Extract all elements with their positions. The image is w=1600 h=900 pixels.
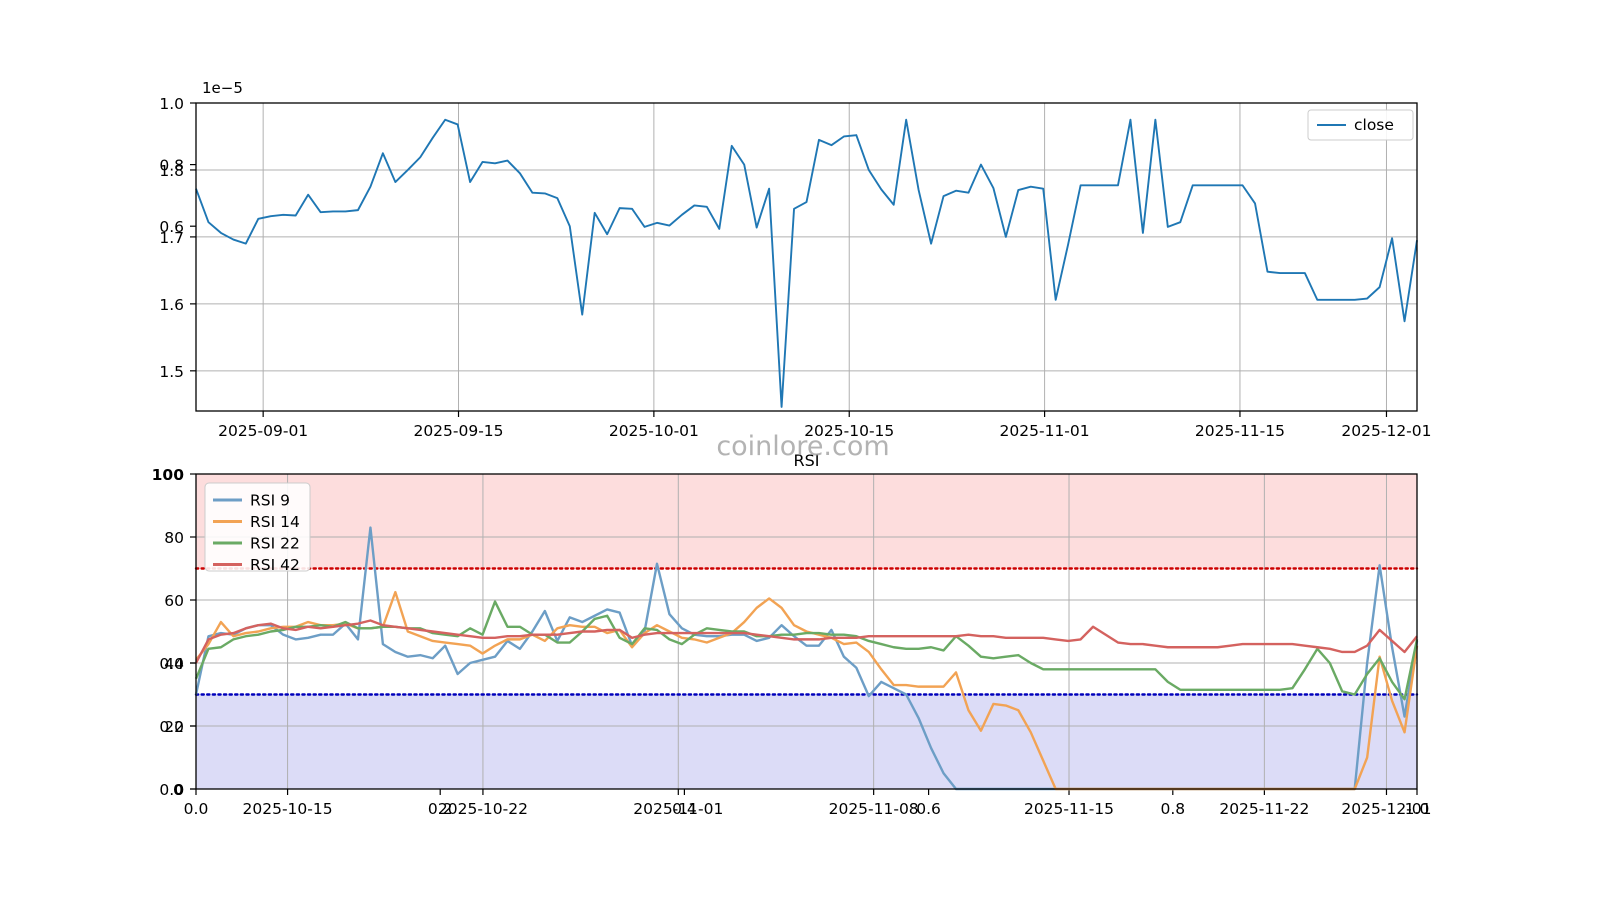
- rsi-legend-label: RSI 22: [250, 535, 300, 553]
- rsi-xtick-label: 2025-12-01: [1341, 800, 1431, 818]
- price-series-line: [195, 118, 1418, 408]
- price-axes-frame: [195, 102, 1418, 412]
- price-xtick-label: 2025-11-01: [1000, 422, 1090, 440]
- watermark-text: coinlore.com: [716, 431, 889, 462]
- rsi-xtick-label-secondary: 0.6: [916, 800, 941, 818]
- rsi-xtick-label: 2025-11-01: [633, 800, 723, 818]
- rsi-ytick-label-secondary: 0.2: [159, 718, 184, 736]
- price-xtick-label: 2025-09-01: [218, 422, 308, 440]
- rsi-xtick-label-secondary: 0.8: [1160, 800, 1185, 818]
- price-axis-offset-label: 1e−5: [202, 79, 243, 97]
- rsi-ytick-label-secondary: 0.4: [159, 655, 184, 673]
- price-xtick-label: 2025-10-15: [804, 422, 894, 440]
- rsi-xtick-label-secondary: 0.2: [428, 800, 453, 818]
- price-ytick-label: 1.6: [159, 296, 184, 314]
- price-xtick-label: 2025-09-15: [413, 422, 503, 440]
- rsi-ytick-label: 100: [152, 466, 185, 484]
- rsi-overbought-band: [196, 474, 1417, 569]
- price-panel: 1.8 1.7 1.6 1.5 1.0 0.8 0.6 2025-09-01 2025-09-1…: [159, 79, 1431, 440]
- rsi-panel: 100 80 60 40 20 0 0.4 0.2 0.0 2025-10-15 2025-10-2…: [152, 451, 1432, 818]
- rsi-ytick-label: 80: [164, 529, 184, 547]
- rsi-legend-label: RSI 9: [250, 492, 290, 510]
- rsi-ytick-label: 60: [164, 592, 184, 610]
- rsi-axes-frame: [195, 473, 1418, 790]
- rsi-legend-label: RSI 42: [250, 556, 300, 574]
- rsi-legend-label: RSI 14: [250, 513, 300, 531]
- price-xtick-label: 2025-12-01: [1341, 422, 1431, 440]
- rsi-oversold-band: [196, 694, 1417, 789]
- price-xtick-label: 2025-11-15: [1195, 422, 1285, 440]
- price-ytick-label: 1.5: [159, 363, 184, 381]
- rsi-xtick-label: 2025-10-15: [243, 800, 333, 818]
- price-xtick-label: 2025-10-01: [609, 422, 699, 440]
- price-ytick-label-secondary: 0.6: [159, 218, 184, 236]
- rsi-xtick-label-secondary: 0.4: [672, 800, 697, 818]
- rsi-xtick-label: 2025-11-22: [1219, 800, 1309, 818]
- rsi-ytick-label: 40: [164, 655, 184, 673]
- rsi-ytick-label-secondary: 0.0: [159, 781, 184, 799]
- rsi-ytick-label: 20: [164, 718, 184, 736]
- rsi-series-line: [194, 619, 1418, 664]
- price-ytick-label-secondary: 0.8: [159, 157, 184, 175]
- rsi-xtick-label-secondary: 1.0: [1405, 800, 1430, 818]
- rsi-panel-title: RSI: [794, 451, 820, 470]
- rsi-xtick-label-secondary: 0.0: [184, 800, 209, 818]
- price-legend-box: [1307, 109, 1414, 141]
- price-legend: close: [1307, 109, 1414, 141]
- rsi-xtick-label: 2025-11-15: [1024, 800, 1114, 818]
- rsi-xtick-label: 2025-10-22: [438, 800, 528, 818]
- rsi-legend-box: [204, 482, 311, 572]
- rsi-legend: RSI 9 RSI 14 RSI 22 RSI 42: [204, 482, 311, 574]
- price-legend-label: close: [1354, 116, 1394, 134]
- price-ytick-label: 1.7: [159, 229, 184, 247]
- rsi-ytick-label: 0: [173, 781, 184, 799]
- price-ytick-label: 1.8: [159, 162, 184, 180]
- rsi-xtick-label: 2025-11-08: [829, 800, 919, 818]
- price-ytick-label-secondary: 1.0: [159, 95, 184, 113]
